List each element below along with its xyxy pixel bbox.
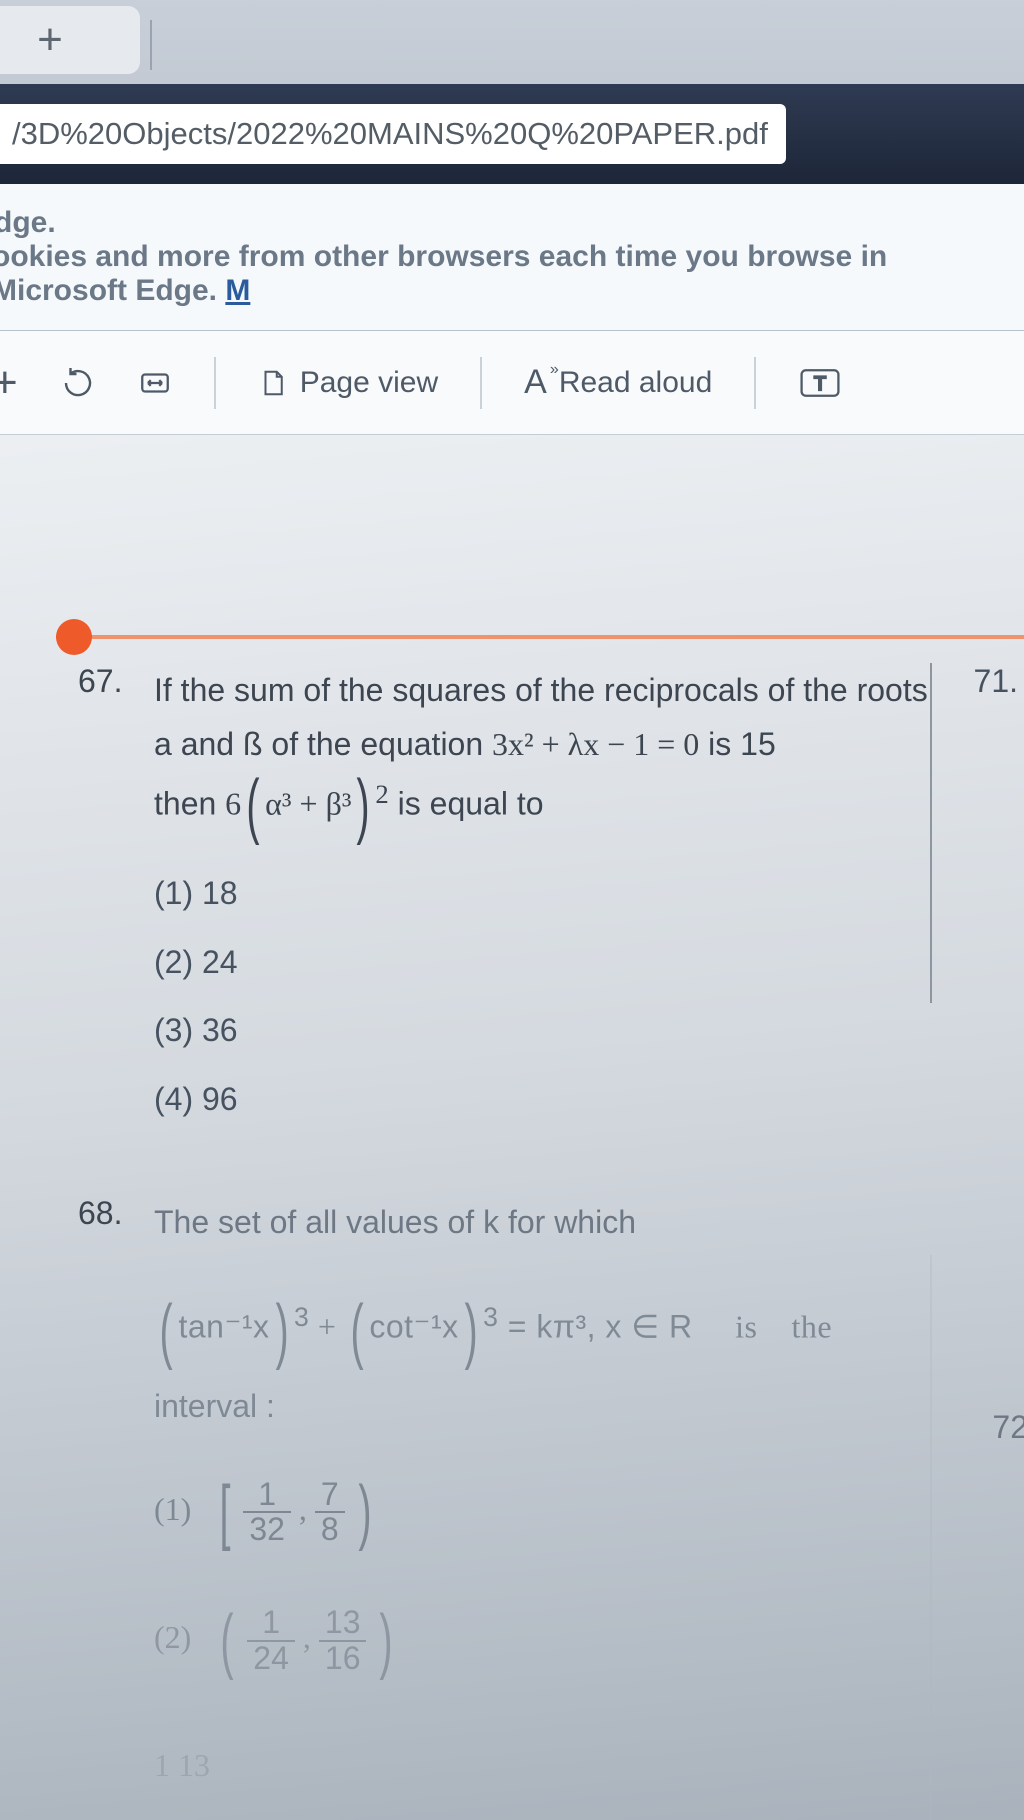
option-3[interactable]: (3) 36 [154, 996, 1024, 1065]
banner-line-2: ookies and more from other browsers each… [0, 240, 1024, 308]
option-2[interactable]: (2) 24 [154, 928, 1024, 997]
interval-label: interval : [154, 1372, 1024, 1441]
page-view-label: Page view [300, 366, 438, 400]
option-1[interactable]: (1) [ 132 , 78 ) [154, 1475, 1024, 1547]
new-tab-stub[interactable]: + [0, 6, 140, 74]
option-1[interactable]: (1) 18 [154, 859, 1024, 928]
question-text: The set of all values of k for which [154, 1195, 636, 1249]
question-number: 68. [78, 1195, 154, 1249]
browser-tab-strip: + [0, 0, 1024, 84]
answer-options: (1) 18 (2) 24 (3) 36 (4) 96 [154, 859, 1024, 1134]
url-input[interactable]: /3D%20Objects/2022%20MAINS%20Q%20PAPER.p… [0, 104, 786, 164]
import-data-banner: dge. ookies and more from other browsers… [0, 184, 1024, 331]
section-divider-line [56, 635, 1024, 639]
zoom-in-button[interactable]: + [0, 358, 18, 408]
tab-separator [150, 20, 152, 70]
pdf-toolbar: + Page view A» Read aloud T [0, 331, 1024, 435]
option-3-partial: 1 13 [154, 1731, 1024, 1800]
rotate-button[interactable] [60, 365, 96, 401]
question-67: 67. If the sum of the squares of the rec… [78, 663, 1024, 1134]
read-aloud-button[interactable]: A» Read aloud [524, 363, 712, 402]
option-2[interactable]: (2) ( 124 , 1316 ) [154, 1603, 1024, 1675]
toolbar-separator [480, 357, 482, 409]
fit-width-button[interactable] [138, 366, 172, 400]
option-4[interactable]: (4) 96 [154, 1065, 1024, 1134]
read-aloud-label: Read aloud [559, 366, 712, 400]
page-view-button[interactable]: Page view [258, 366, 438, 400]
add-text-button[interactable]: T [798, 366, 842, 400]
new-tab-plus-icon: + [37, 15, 63, 65]
question-number: 67. [78, 663, 154, 831]
banner-link[interactable]: M [225, 274, 250, 307]
toolbar-separator [754, 357, 756, 409]
question-text: If the sum of the squares of the recipro… [154, 663, 928, 831]
pdf-page: 71. 72 67. If the sum of the squares of … [0, 435, 1024, 1820]
read-aloud-icon: A» [524, 363, 547, 402]
section-marker-dot [56, 619, 92, 655]
question-68: 68. The set of all values of k for which… [78, 1195, 1024, 1800]
question-equation: (tan⁻¹x)3 + (cot⁻¹x)3 = kπ³, x ∈ R is th… [154, 1289, 1024, 1361]
banner-line-1: dge. [0, 206, 1024, 240]
url-text: /3D%20Objects/2022%20MAINS%20Q%20PAPER.p… [12, 116, 768, 152]
svg-text:T: T [814, 373, 826, 395]
toolbar-separator [214, 357, 216, 409]
address-bar: /3D%20Objects/2022%20MAINS%20Q%20PAPER.p… [0, 84, 1024, 184]
